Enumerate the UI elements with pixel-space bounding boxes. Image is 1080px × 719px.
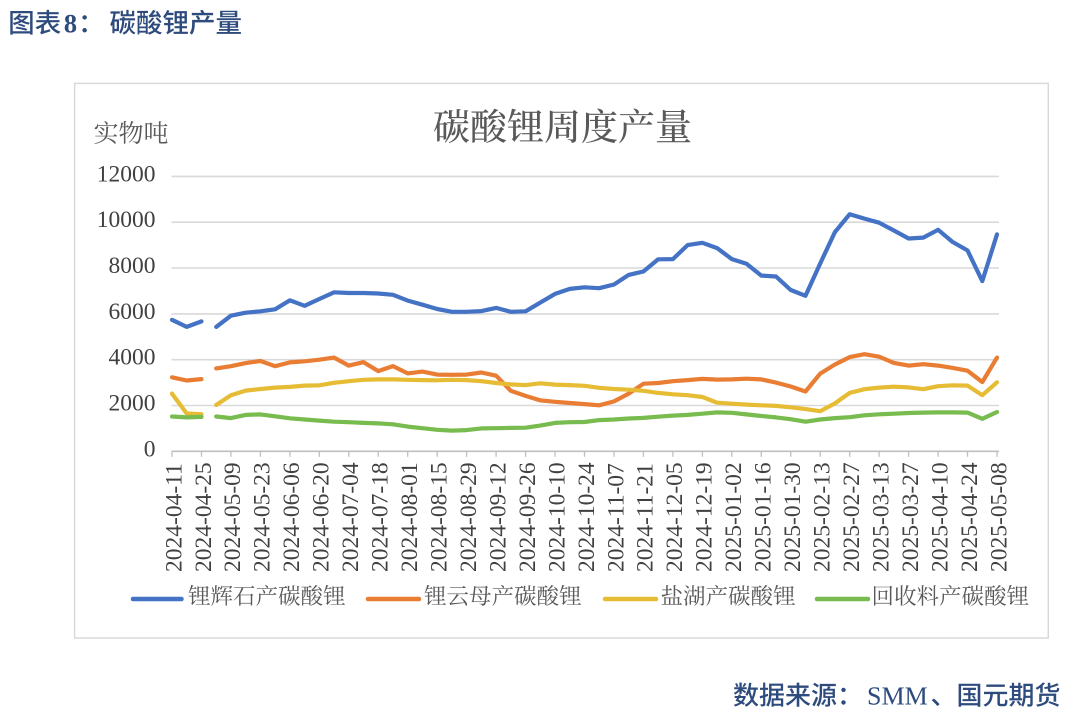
svg-text:2024-11-07: 2024-11-07 (603, 463, 629, 572)
svg-text:2025-02-27: 2025-02-27 (839, 462, 865, 572)
svg-text:12000: 12000 (97, 161, 156, 187)
svg-text:2024-09-12: 2024-09-12 (485, 462, 511, 572)
svg-text:2024-11-21: 2024-11-21 (633, 463, 659, 572)
svg-text:4000: 4000 (109, 345, 156, 371)
svg-text:2025-01-30: 2025-01-30 (780, 462, 806, 572)
svg-text:2024-05-23: 2024-05-23 (250, 462, 276, 572)
svg-text:2024-08-29: 2024-08-29 (456, 462, 482, 572)
svg-text:2025-05-08: 2025-05-08 (986, 462, 1012, 572)
svg-text:10000: 10000 (97, 207, 156, 233)
svg-text:2024-06-06: 2024-06-06 (279, 462, 305, 572)
svg-text:2024-04-25: 2024-04-25 (191, 462, 217, 572)
svg-text:6000: 6000 (109, 299, 156, 325)
svg-text:2000: 2000 (109, 391, 156, 417)
svg-text:0: 0 (144, 436, 156, 462)
svg-text:2025-04-10: 2025-04-10 (927, 462, 953, 572)
svg-text:2024-07-04: 2024-07-04 (338, 462, 364, 572)
svg-text:2025-01-02: 2025-01-02 (721, 462, 747, 572)
svg-text:2024-12-05: 2024-12-05 (662, 462, 688, 572)
svg-text:2025-03-13: 2025-03-13 (868, 462, 894, 572)
svg-text:2024-08-15: 2024-08-15 (427, 462, 453, 572)
svg-text:2025-04-24: 2025-04-24 (957, 462, 983, 572)
svg-text:2024-12-19: 2024-12-19 (692, 462, 718, 572)
svg-text:2025-01-16: 2025-01-16 (751, 462, 777, 572)
svg-text:2025-02-13: 2025-02-13 (810, 462, 836, 572)
svg-text:2024-08-01: 2024-08-01 (397, 462, 423, 572)
svg-text:2024-04-11: 2024-04-11 (161, 463, 187, 572)
svg-text:2024-10-10: 2024-10-10 (544, 462, 570, 572)
svg-text:2024-05-09: 2024-05-09 (220, 462, 246, 572)
svg-text:2025-03-27: 2025-03-27 (898, 462, 924, 572)
svg-text:2024-10-24: 2024-10-24 (574, 462, 600, 572)
svg-text:8000: 8000 (109, 253, 156, 279)
svg-text:2024-06-20: 2024-06-20 (309, 462, 335, 572)
svg-text:2024-07-18: 2024-07-18 (368, 462, 394, 572)
svg-text:2024-09-26: 2024-09-26 (515, 462, 541, 572)
